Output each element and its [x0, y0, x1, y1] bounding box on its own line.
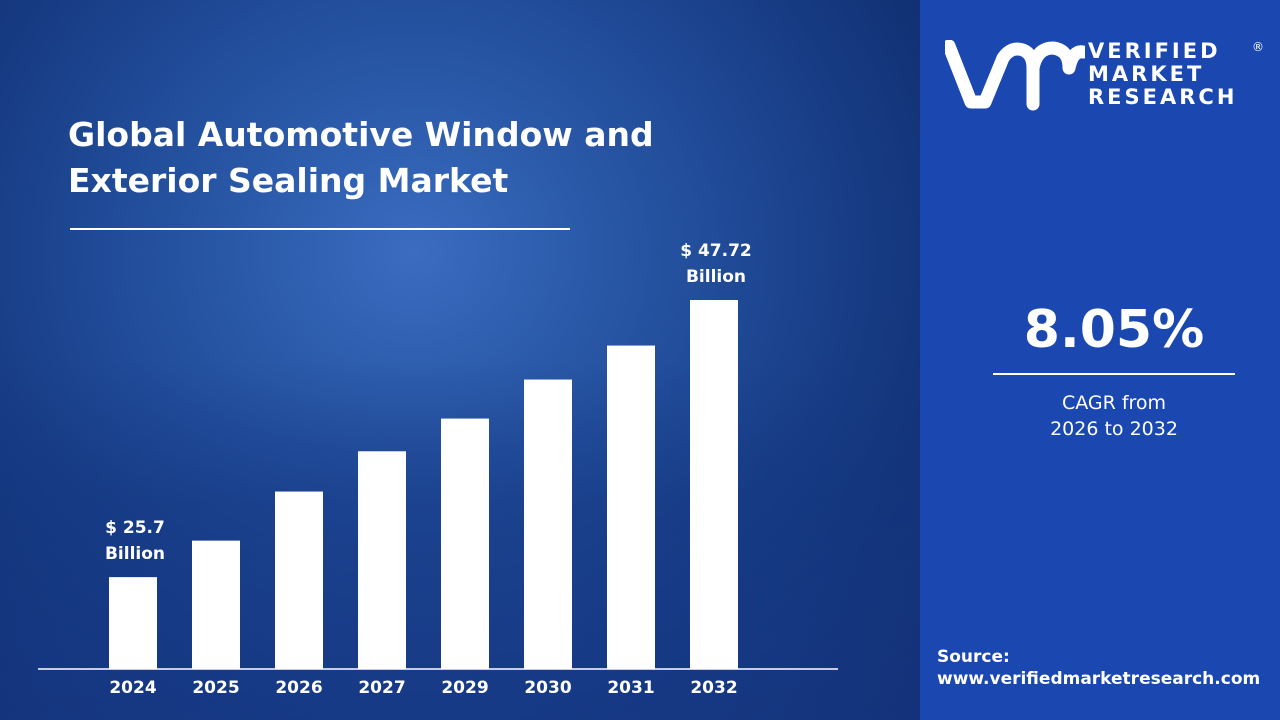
title-line-2: Exterior Sealing Market — [68, 161, 509, 200]
bar-2026 — [275, 491, 323, 669]
bar-2024 — [109, 577, 157, 669]
data-label-2032: Billion — [686, 267, 746, 287]
x-tick-label: 2025 — [192, 678, 239, 698]
title-line-1: Global Automotive Window and — [68, 115, 654, 154]
cagr-divider — [993, 373, 1235, 375]
title-divider — [70, 228, 570, 230]
brand-name: VERIFIED MARKET RESEARCH — [1088, 40, 1237, 109]
x-tick-label: 2030 — [524, 678, 571, 698]
bar-2027 — [358, 451, 406, 669]
data-label-2024: $ 25.7 — [105, 518, 165, 538]
bar-2029 — [441, 418, 489, 669]
source-label: Source: — [937, 647, 1010, 667]
x-tick-label: 2032 — [690, 678, 737, 698]
cagr-line-1: CAGR from — [1061, 392, 1167, 414]
bar-2032 — [690, 300, 738, 669]
data-label-2024: Billion — [105, 544, 165, 564]
x-tick-label: 2029 — [441, 678, 488, 698]
source-url[interactable]: www.verifiedmarketresearch.com — [937, 669, 1261, 689]
brand-line-1: VERIFIED — [1088, 39, 1221, 63]
cagr-description: CAGR from 2026 to 2032 — [993, 390, 1235, 442]
registered-mark: ® — [1252, 40, 1264, 54]
x-tick-label: 2026 — [275, 678, 322, 698]
cagr-line-2: 2026 to 2032 — [1050, 418, 1178, 440]
x-tick-label: 2027 — [358, 678, 405, 698]
brand-line-3: RESEARCH — [1088, 85, 1238, 109]
bar-2025 — [192, 540, 240, 669]
brand-line-2: MARKET — [1088, 62, 1205, 86]
bar-2031 — [607, 345, 655, 669]
bar-2030 — [524, 379, 572, 669]
chart-title: Global Automotive Window and Exterior Se… — [68, 112, 654, 204]
vmr-logo-icon — [945, 40, 1085, 111]
bar-chart: 2024 2025 2026 2027 2029 2030 2031 2032 $ 25.7 B… — [38, 241, 838, 698]
x-tick-label: 2031 — [607, 678, 654, 698]
source: Source: www.verifiedmarketresearch.com — [937, 646, 1260, 690]
brand-panel — [920, 0, 1280, 720]
x-tick-label: 2024 — [109, 678, 156, 698]
data-label-2032: $ 47.72 — [680, 241, 752, 261]
cagr-value: 8.05% — [1023, 300, 1205, 360]
